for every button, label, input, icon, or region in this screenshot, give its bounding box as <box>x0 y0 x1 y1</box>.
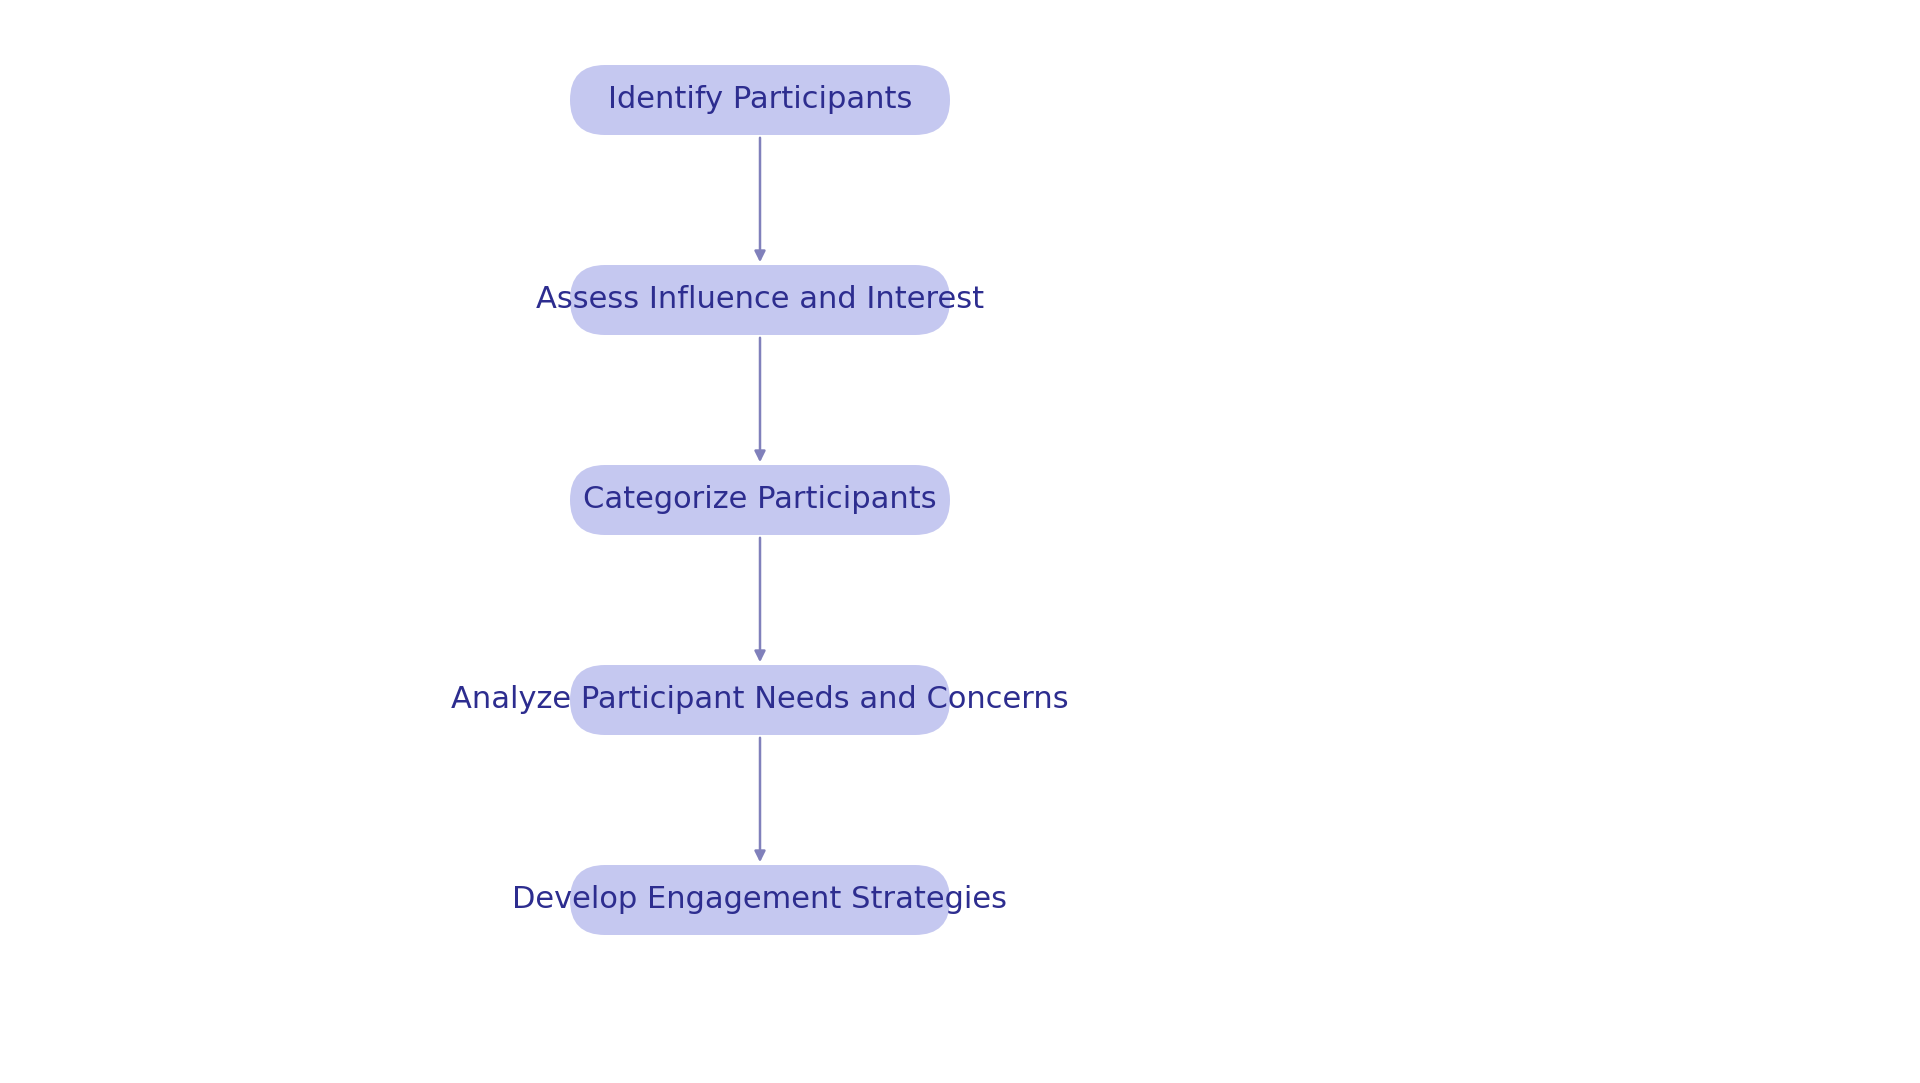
Text: Identify Participants: Identify Participants <box>609 86 912 115</box>
Text: Assess Influence and Interest: Assess Influence and Interest <box>536 286 985 314</box>
Text: Analyze Participant Needs and Concerns: Analyze Participant Needs and Concerns <box>451 686 1069 715</box>
FancyBboxPatch shape <box>570 65 950 135</box>
FancyBboxPatch shape <box>570 665 950 735</box>
Text: Categorize Participants: Categorize Participants <box>584 485 937 514</box>
FancyBboxPatch shape <box>570 865 950 935</box>
Text: Develop Engagement Strategies: Develop Engagement Strategies <box>513 886 1008 914</box>
FancyBboxPatch shape <box>570 465 950 535</box>
FancyBboxPatch shape <box>570 265 950 335</box>
